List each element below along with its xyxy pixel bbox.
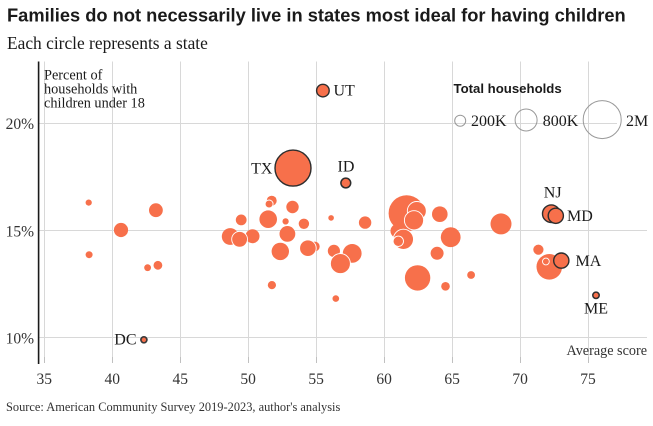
svg-text:Average score: Average score: [567, 343, 647, 359]
svg-text:children under 18: children under 18: [44, 96, 145, 112]
svg-text:ME: ME: [584, 301, 608, 318]
svg-text:Total households: Total households: [454, 81, 562, 96]
svg-text:ID: ID: [338, 159, 355, 176]
svg-text:40: 40: [104, 371, 120, 388]
svg-text:70: 70: [512, 371, 528, 388]
svg-text:10%: 10%: [6, 331, 35, 348]
svg-text:Source: American Community Sur: Source: American Community Survey 2019-2…: [6, 400, 341, 414]
svg-text:2M: 2M: [626, 113, 648, 130]
svg-text:800K: 800K: [543, 113, 579, 130]
svg-text:200K: 200K: [471, 113, 507, 130]
svg-text:15%: 15%: [6, 223, 35, 240]
svg-text:DC: DC: [114, 332, 136, 349]
svg-text:65: 65: [444, 371, 460, 388]
svg-text:MD: MD: [567, 208, 593, 225]
svg-text:75: 75: [580, 371, 596, 388]
svg-text:TX: TX: [251, 160, 273, 177]
svg-text:60: 60: [376, 371, 392, 388]
svg-text:35: 35: [36, 371, 52, 388]
svg-text:NJ: NJ: [544, 185, 562, 202]
svg-text:Families do not necessarily li: Families do not necessarily live in stat…: [7, 5, 626, 26]
svg-text:55: 55: [308, 371, 324, 388]
svg-text:Each circle represents a state: Each circle represents a state: [7, 33, 208, 53]
svg-text:20%: 20%: [6, 116, 35, 133]
svg-text:MA: MA: [576, 253, 602, 270]
svg-text:UT: UT: [334, 83, 356, 100]
svg-text:50: 50: [240, 371, 256, 388]
svg-text:Percent of: Percent of: [44, 68, 103, 84]
svg-text:households with: households with: [44, 82, 137, 98]
svg-text:45: 45: [172, 371, 188, 388]
